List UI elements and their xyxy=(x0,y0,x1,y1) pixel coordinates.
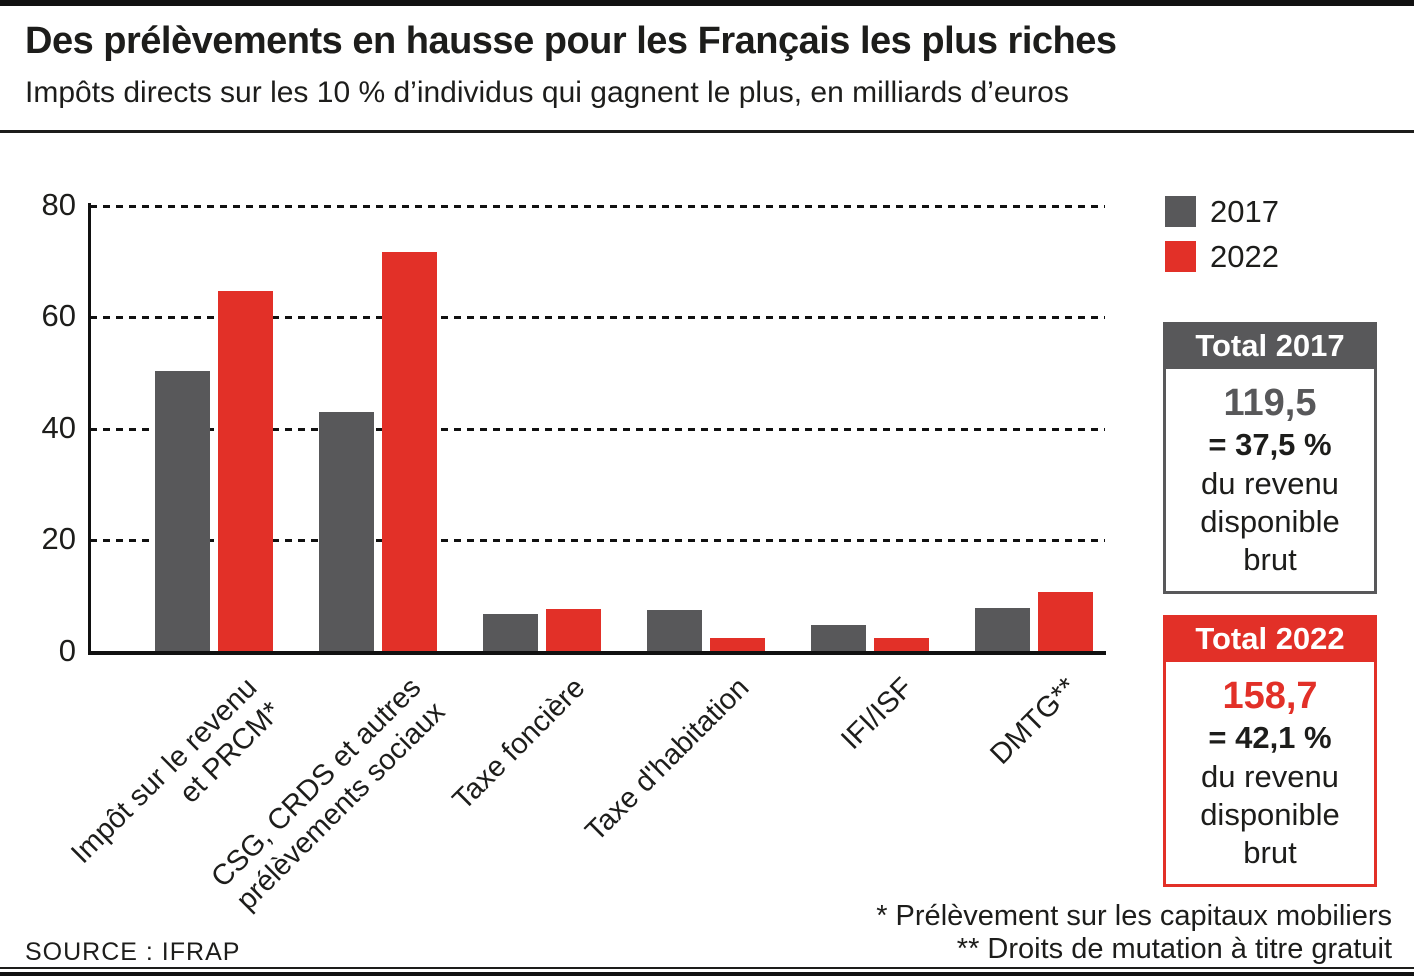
bottom-divider xyxy=(0,967,1414,969)
gridline-20 xyxy=(90,539,1105,542)
total-2017-body: 119,5 = 37,5 % du revenu disponible brut xyxy=(1163,369,1377,594)
total-2022-percent: = 42,1 % xyxy=(1208,720,1332,755)
legend-swatch-2022 xyxy=(1165,241,1196,272)
bar-2017-1 xyxy=(155,371,210,651)
y-axis-line xyxy=(88,203,91,655)
legend-swatch-2017 xyxy=(1165,196,1196,227)
footnote-dmtg: ** Droits de mutation à titre gratuit xyxy=(956,933,1392,965)
legend-label-2022: 2022 xyxy=(1210,239,1279,274)
bar-group-3 xyxy=(483,609,601,651)
legend-item-2017: 2017 xyxy=(1165,196,1279,227)
total-2017-caption: du revenu disponible brut xyxy=(1200,466,1340,577)
bar-2017-6 xyxy=(975,608,1030,651)
bar-group-6 xyxy=(975,592,1093,651)
bar-2022-2 xyxy=(382,252,437,651)
total-2017-box: Total 2017 119,5 = 37,5 % du revenu disp… xyxy=(1163,322,1377,594)
total-2022-body: 158,7 = 42,1 % du revenu disponible brut xyxy=(1163,662,1377,887)
total-2022-caption: du revenu disponible brut xyxy=(1200,759,1340,870)
total-2017-value: 119,5 xyxy=(1223,382,1317,424)
chart-legend: 2017 2022 xyxy=(1165,196,1279,272)
bar-group-2 xyxy=(319,252,437,651)
chart-title: Des prélèvements en hausse pour les Fran… xyxy=(25,20,1117,62)
bar-2022-4 xyxy=(710,638,765,651)
y-tick-40: 40 xyxy=(41,410,76,445)
x-axis-line xyxy=(88,651,1106,655)
total-2017-percent: = 37,5 % xyxy=(1208,427,1332,462)
bar-2017-4 xyxy=(647,610,702,651)
chart-subtitle: Impôts directs sur les 10 % d’individus … xyxy=(25,76,1069,109)
bar-group-1 xyxy=(155,291,273,651)
bars-area xyxy=(90,205,1105,651)
top-border-bar xyxy=(0,0,1414,6)
y-tick-20: 20 xyxy=(41,521,76,556)
gridline-60 xyxy=(90,316,1105,319)
total-2017-header: Total 2017 xyxy=(1163,322,1377,369)
bar-2017-2 xyxy=(319,412,374,651)
total-2022-box: Total 2022 158,7 = 42,1 % du revenu disp… xyxy=(1163,615,1377,887)
footnote-prcm: * Prélèvement sur les capitaux mobiliers xyxy=(876,900,1392,932)
bottom-border-bar xyxy=(0,972,1414,976)
bar-2017-5 xyxy=(811,625,866,651)
bar-2017-3 xyxy=(483,614,538,651)
legend-label-2017: 2017 xyxy=(1210,194,1279,229)
bar-group-4 xyxy=(647,610,765,651)
source-credit: SOURCE : IFRAP xyxy=(25,938,241,966)
total-2022-header: Total 2022 xyxy=(1163,615,1377,662)
total-2022-value: 158,7 xyxy=(1222,675,1318,717)
bar-2022-1 xyxy=(218,291,273,651)
gridline-40 xyxy=(90,428,1105,431)
y-tick-0: 0 xyxy=(58,633,76,668)
legend-item-2022: 2022 xyxy=(1165,241,1279,272)
bar-2022-3 xyxy=(546,609,601,651)
bar-2022-6 xyxy=(1038,592,1093,651)
gridline-80 xyxy=(90,205,1105,208)
header-divider xyxy=(0,130,1414,133)
bar-2022-5 xyxy=(874,638,929,651)
y-tick-80: 80 xyxy=(41,187,76,222)
y-tick-60: 60 xyxy=(41,298,76,333)
footnotes: * Prélèvement sur les capitaux mobiliers… xyxy=(692,900,1392,966)
bar-group-5 xyxy=(811,625,929,651)
